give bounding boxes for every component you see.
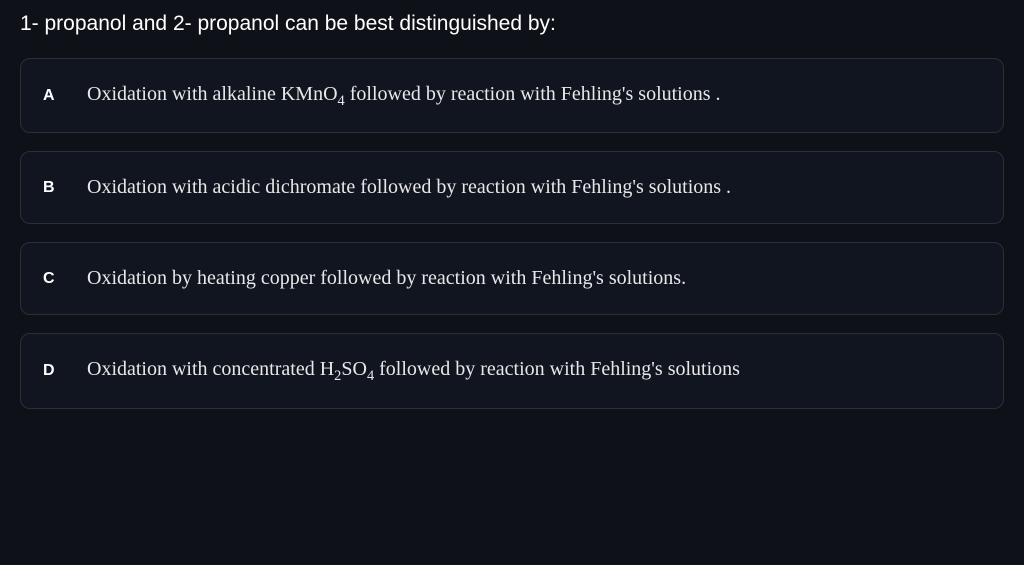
option-a[interactable]: A Oxidation with alkaline KMnO4 followed… <box>20 58 1004 133</box>
option-d[interactable]: D Oxidation with concentrated H2SO4 foll… <box>20 333 1004 408</box>
option-letter-d: D <box>43 362 61 380</box>
option-text-a: Oxidation with alkaline KMnO4 followed b… <box>87 79 721 112</box>
option-text-c: Oxidation by heating copper followed by … <box>87 263 686 294</box>
option-text-d: Oxidation with concentrated H2SO4 follow… <box>87 354 740 387</box>
option-b[interactable]: B Oxidation with acidic dichromate follo… <box>20 151 1004 224</box>
option-letter-b: B <box>43 179 61 197</box>
question-text: 1- propanol and 2- propanol can be best … <box>20 12 1004 36</box>
option-letter-c: C <box>43 270 61 288</box>
option-letter-a: A <box>43 87 61 105</box>
option-text-b: Oxidation with acidic dichromate followe… <box>87 172 731 203</box>
option-c[interactable]: C Oxidation by heating copper followed b… <box>20 242 1004 315</box>
